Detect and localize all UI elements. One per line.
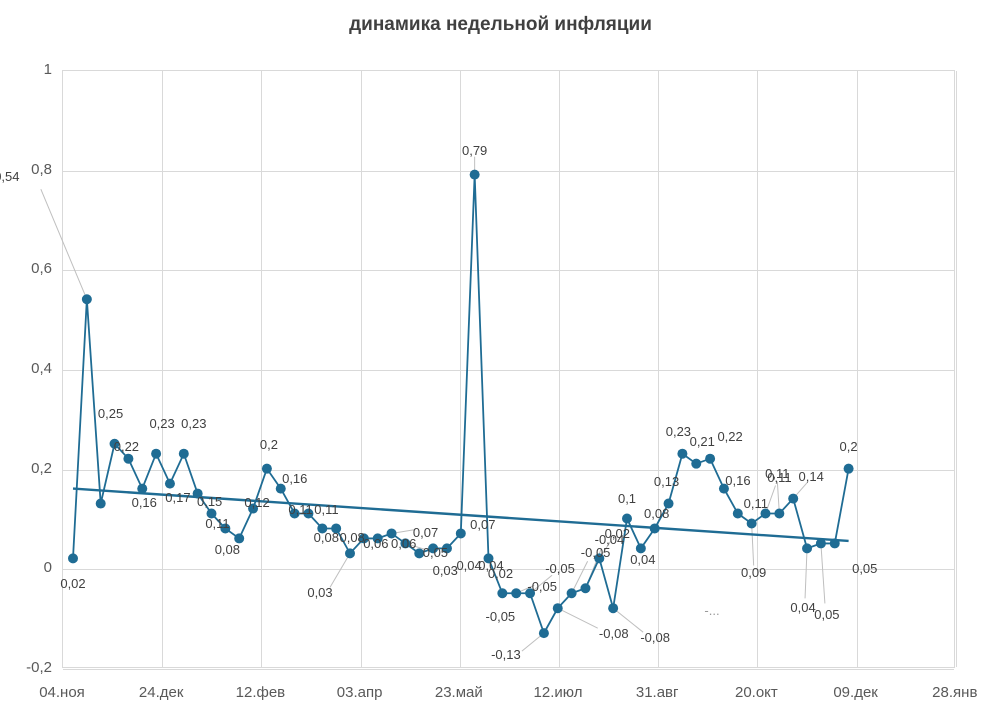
data-point-label: 0,02 <box>60 576 86 592</box>
data-point-label: 0,08 <box>214 542 240 558</box>
data-point-label: 0,25 <box>97 405 124 421</box>
x-axis-tick-label: 03.апр <box>336 684 383 701</box>
data-point-label: 0,13 <box>653 473 680 489</box>
data-point-label: 0,04 <box>630 552 656 568</box>
gridline-horizontal <box>63 270 954 272</box>
data-point-label: 0,79 <box>461 142 488 158</box>
data-point-label: 0,16 <box>282 470 308 486</box>
data-point-label: 0,04 <box>790 600 816 616</box>
x-axis-tick-label: 09.дек <box>833 684 878 701</box>
data-point-label: -0,05 <box>580 545 611 561</box>
chart-title: динамика недельной инфляции <box>349 14 652 35</box>
data-point-label: 0,04 <box>456 558 482 574</box>
y-axis-tick-label: 0,8 <box>31 160 52 178</box>
data-point-label: 0,1 <box>617 490 637 506</box>
data-point-label: 0,16 <box>131 494 157 510</box>
data-point-label: 0,07 <box>470 517 496 533</box>
gridline-vertical <box>856 71 858 667</box>
data-point-label: 0,23 <box>149 415 175 431</box>
x-axis-tick-label: 24.дек <box>138 684 184 701</box>
data-point-label: 0,21 <box>689 433 715 449</box>
data-point-label: 0,22 <box>113 438 140 454</box>
data-point-label: -0,05 <box>545 561 575 577</box>
data-point-label: 0,11 <box>314 501 339 517</box>
data-point-label: -0,13 <box>491 647 521 663</box>
x-axis-tick-label: 20.окт <box>734 684 778 701</box>
data-point-label: 0,05 <box>422 545 449 561</box>
x-axis-tick-label: 31.авг <box>635 684 679 701</box>
data-point-label: 0,02 <box>604 526 630 542</box>
gridline-vertical <box>955 71 957 667</box>
data-point-label: -0,08 <box>640 630 670 646</box>
data-point-label: 0,03 <box>432 563 458 579</box>
gridline-vertical <box>360 71 362 667</box>
gridline-horizontal <box>63 370 954 371</box>
y-axis-tick-label: 0,4 <box>31 360 52 377</box>
data-point-label: -0,05 <box>527 579 558 595</box>
data-point-label: 0,09 <box>740 565 767 581</box>
y-axis-tick-label: 0,6 <box>31 260 52 278</box>
data-point-label: 0,14 <box>798 468 824 484</box>
data-point-label: -0,08 <box>598 626 629 642</box>
data-point-label: 0,11 <box>205 515 230 531</box>
y-axis-tick-label: 0 <box>43 559 52 577</box>
data-point-label: 0,54 <box>0 169 20 185</box>
data-point-label: -0,04 <box>594 532 625 548</box>
data-point-label: 0,15 <box>196 493 223 509</box>
data-point-label: 0,04 <box>478 558 504 574</box>
gridline-vertical <box>261 71 263 667</box>
data-point-label: 0,11 <box>743 495 768 511</box>
x-axis-tick-label: 12.июл <box>533 684 583 701</box>
data-point-label: 0,11 <box>767 469 792 485</box>
gridline-horizontal <box>63 170 954 172</box>
data-point-label: 0,22 <box>717 428 743 444</box>
data-point-label: 0,2 <box>259 436 278 452</box>
y-axis-tick-label: 1 <box>43 61 52 78</box>
x-axis-tick-label: 23.май <box>434 684 483 701</box>
data-point-label: 0,16 <box>725 472 751 488</box>
gridline-horizontal <box>63 669 954 670</box>
gridline-vertical <box>162 71 164 667</box>
data-point-label: 0,05 <box>852 561 878 577</box>
data-point-label: 0,2 <box>839 438 858 454</box>
gridline-vertical <box>658 71 660 667</box>
data-point-label: 0,12 <box>244 494 270 510</box>
data-point-label: 0,11 <box>765 465 790 481</box>
gridline-vertical <box>459 71 461 667</box>
gridline-vertical <box>559 71 560 667</box>
data-point-label: 0,03 <box>307 585 333 601</box>
data-point-label: -0,05 <box>485 609 516 625</box>
truncated-data-label: -... <box>704 603 720 618</box>
data-point-label: 0,08 <box>313 530 339 546</box>
data-point-label: 0,06 <box>391 536 417 552</box>
data-point-label: 0,05 <box>814 607 840 623</box>
x-axis-tick-label: 12.фев <box>235 684 286 701</box>
y-axis-tick-label: -0,2 <box>26 659 52 676</box>
y-axis-tick-label: 0,2 <box>31 459 52 477</box>
data-point-label: 0,02 <box>487 566 514 582</box>
data-point-label: 0,07 <box>412 525 439 541</box>
data-point-label: 0,06 <box>363 536 389 552</box>
data-point-label: 0,23 <box>181 415 207 431</box>
x-axis-tick-label: 28.янв <box>932 684 978 701</box>
data-point-label: 0,08 <box>339 530 365 546</box>
data-point-label: 0,23 <box>665 423 692 439</box>
data-point-label: 0,11 <box>288 501 313 517</box>
data-point-label: 0,17 <box>165 489 191 505</box>
data-point-label: 0,08 <box>644 506 670 522</box>
x-axis-tick-label: 04.ноя <box>39 684 85 701</box>
